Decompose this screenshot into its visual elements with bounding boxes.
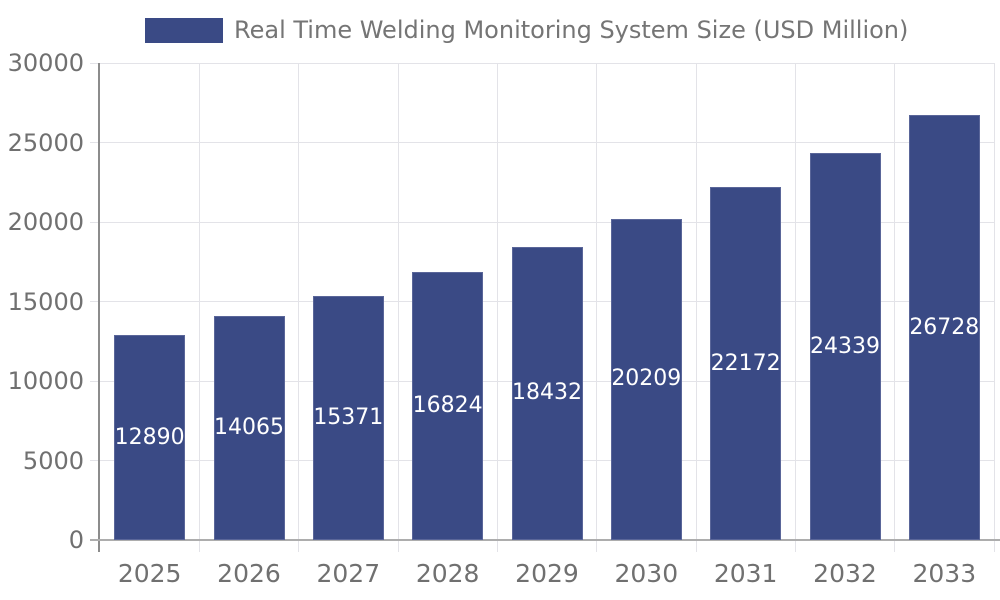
y-tick-label: 0	[68, 526, 84, 554]
y-tick-label: 20000	[7, 208, 84, 236]
bar	[213, 316, 285, 540]
bar-value-label: 20209	[611, 366, 682, 392]
x-tick-label: 2032	[813, 559, 877, 588]
legend: Real Time Welding Monitoring System Size…	[145, 16, 908, 44]
gridline-h	[90, 142, 994, 143]
legend-label: Real Time Welding Monitoring System Size…	[234, 16, 909, 44]
y-tick-label: 5000	[22, 446, 84, 475]
y-axis-line	[98, 63, 100, 552]
bar-value-label: 14065	[213, 415, 284, 441]
y-tick-label: 15000	[7, 287, 84, 316]
gridline-v	[993, 63, 995, 552]
bar	[412, 272, 484, 540]
x-tick-label: 2025	[117, 559, 182, 588]
bar-value-label: 26728	[909, 314, 980, 340]
gridline-v	[596, 63, 598, 552]
bar-value-label: 12890	[114, 424, 185, 450]
gridline-v	[695, 63, 697, 552]
bar	[610, 218, 682, 540]
bar-value-label: 16824	[412, 393, 483, 419]
x-tick-label: 2028	[415, 559, 480, 588]
bar	[511, 246, 583, 540]
x-tick-label: 2031	[713, 559, 778, 588]
y-tick-label: 25000	[7, 128, 84, 157]
y-tick-label: 30000	[7, 49, 84, 77]
x-tick-label: 2026	[217, 559, 281, 588]
gridline-v	[496, 63, 498, 552]
gridline-v	[298, 63, 300, 552]
bar-value-label: 15371	[313, 404, 384, 430]
gridline-h	[90, 221, 994, 223]
bar	[809, 153, 881, 540]
bar	[114, 335, 186, 540]
gridline-h	[90, 62, 994, 64]
gridline-v	[198, 63, 200, 552]
bar	[312, 295, 384, 540]
bar-value-label: 18432	[511, 380, 582, 406]
gridline-v	[397, 63, 399, 552]
gridline-v	[794, 63, 796, 552]
y-tick-label: 10000	[7, 367, 84, 395]
x-tick-label: 2029	[515, 559, 579, 588]
legend-swatch	[145, 17, 223, 43]
bar-value-label: 24339	[809, 333, 880, 359]
bar	[710, 187, 782, 540]
x-tick-label: 2027	[316, 559, 381, 588]
x-axis-line	[90, 539, 1000, 541]
gridline-v	[894, 63, 896, 552]
bar	[908, 115, 980, 540]
bar-value-label: 22172	[710, 350, 781, 376]
x-tick-label: 2033	[912, 559, 977, 588]
x-tick-label: 2030	[614, 559, 679, 588]
